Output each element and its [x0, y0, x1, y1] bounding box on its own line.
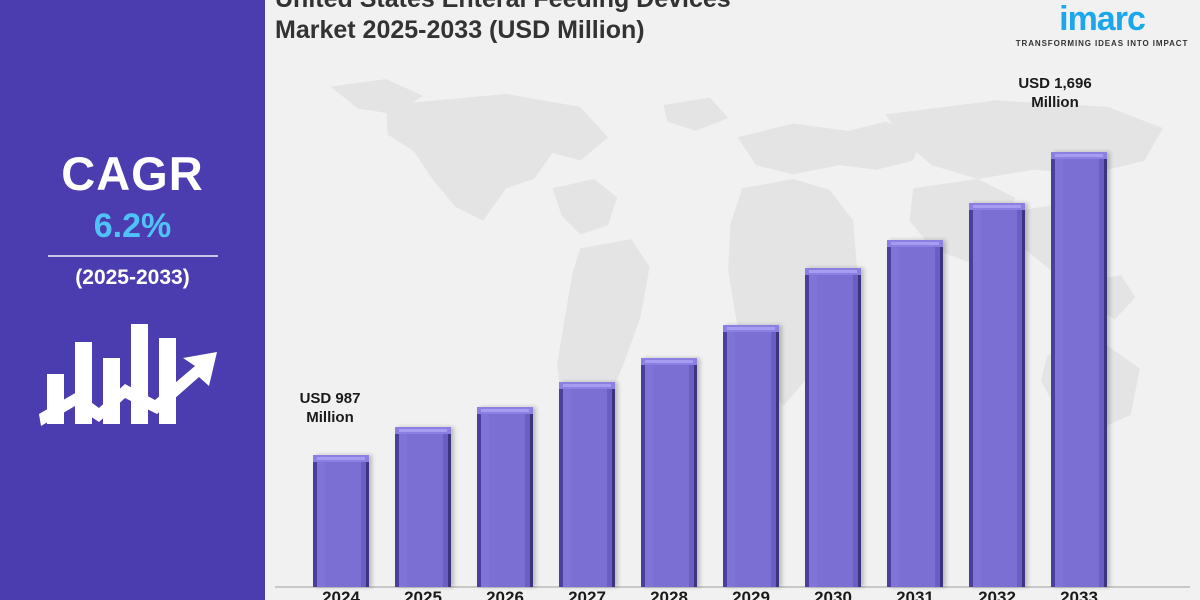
bar-2030[interactable] [805, 268, 861, 587]
bar-2027[interactable] [559, 382, 615, 587]
logo-tagline: TRANSFORMING IDEAS INTO IMPACT [1015, 39, 1189, 48]
imarc-logo: imarc TRANSFORMING IDEAS INTO IMPACT [1012, 2, 1192, 48]
chart-container: United States Enteral Feeding Devices Ma… [265, 0, 1200, 600]
x-tick-2033: 2033 [1060, 588, 1098, 600]
first-value-annotation: USD 987 Million [299, 390, 361, 426]
x-tick-2032: 2032 [978, 588, 1016, 600]
bar-2029[interactable] [723, 325, 779, 587]
bar-2033[interactable] [1051, 152, 1107, 587]
page-title: United States Enteral Feeding Devices Ma… [275, 0, 731, 45]
x-tick-2031: 2031 [896, 588, 934, 600]
bar-2032[interactable] [969, 203, 1025, 587]
divider [47, 255, 218, 257]
x-tick-2029: 2029 [732, 588, 770, 600]
bar-2031[interactable] [887, 240, 943, 587]
cagr-value: 6.2% [93, 207, 172, 245]
bar-2025[interactable] [395, 427, 451, 587]
x-tick-2030: 2030 [814, 588, 852, 600]
bar-2024[interactable] [313, 455, 369, 587]
x-axis-line [275, 586, 1190, 588]
cagr-period: (2025-2033) [75, 266, 190, 289]
x-tick-2027: 2027 [568, 588, 606, 600]
bar-chart-growth-arrow-icon [38, 324, 217, 426]
x-tick-2028: 2028 [650, 588, 688, 600]
bar-2026[interactable] [477, 407, 533, 587]
bar-2028[interactable] [641, 358, 697, 587]
last-value-annotation: USD 1,696 Million [1018, 75, 1092, 111]
x-tick-2026: 2026 [486, 588, 524, 600]
logo-wordmark: imarc [1059, 0, 1146, 38]
cagr-panel: CAGR 6.2% (2025-2033) [0, 0, 265, 600]
bar-plot: USD 987 Million USD 1,696 Million 2024 2… [265, 0, 1200, 600]
x-tick-2025: 2025 [404, 588, 442, 600]
x-tick-2024: 2024 [322, 588, 360, 600]
cagr-label: CAGR [61, 147, 204, 200]
